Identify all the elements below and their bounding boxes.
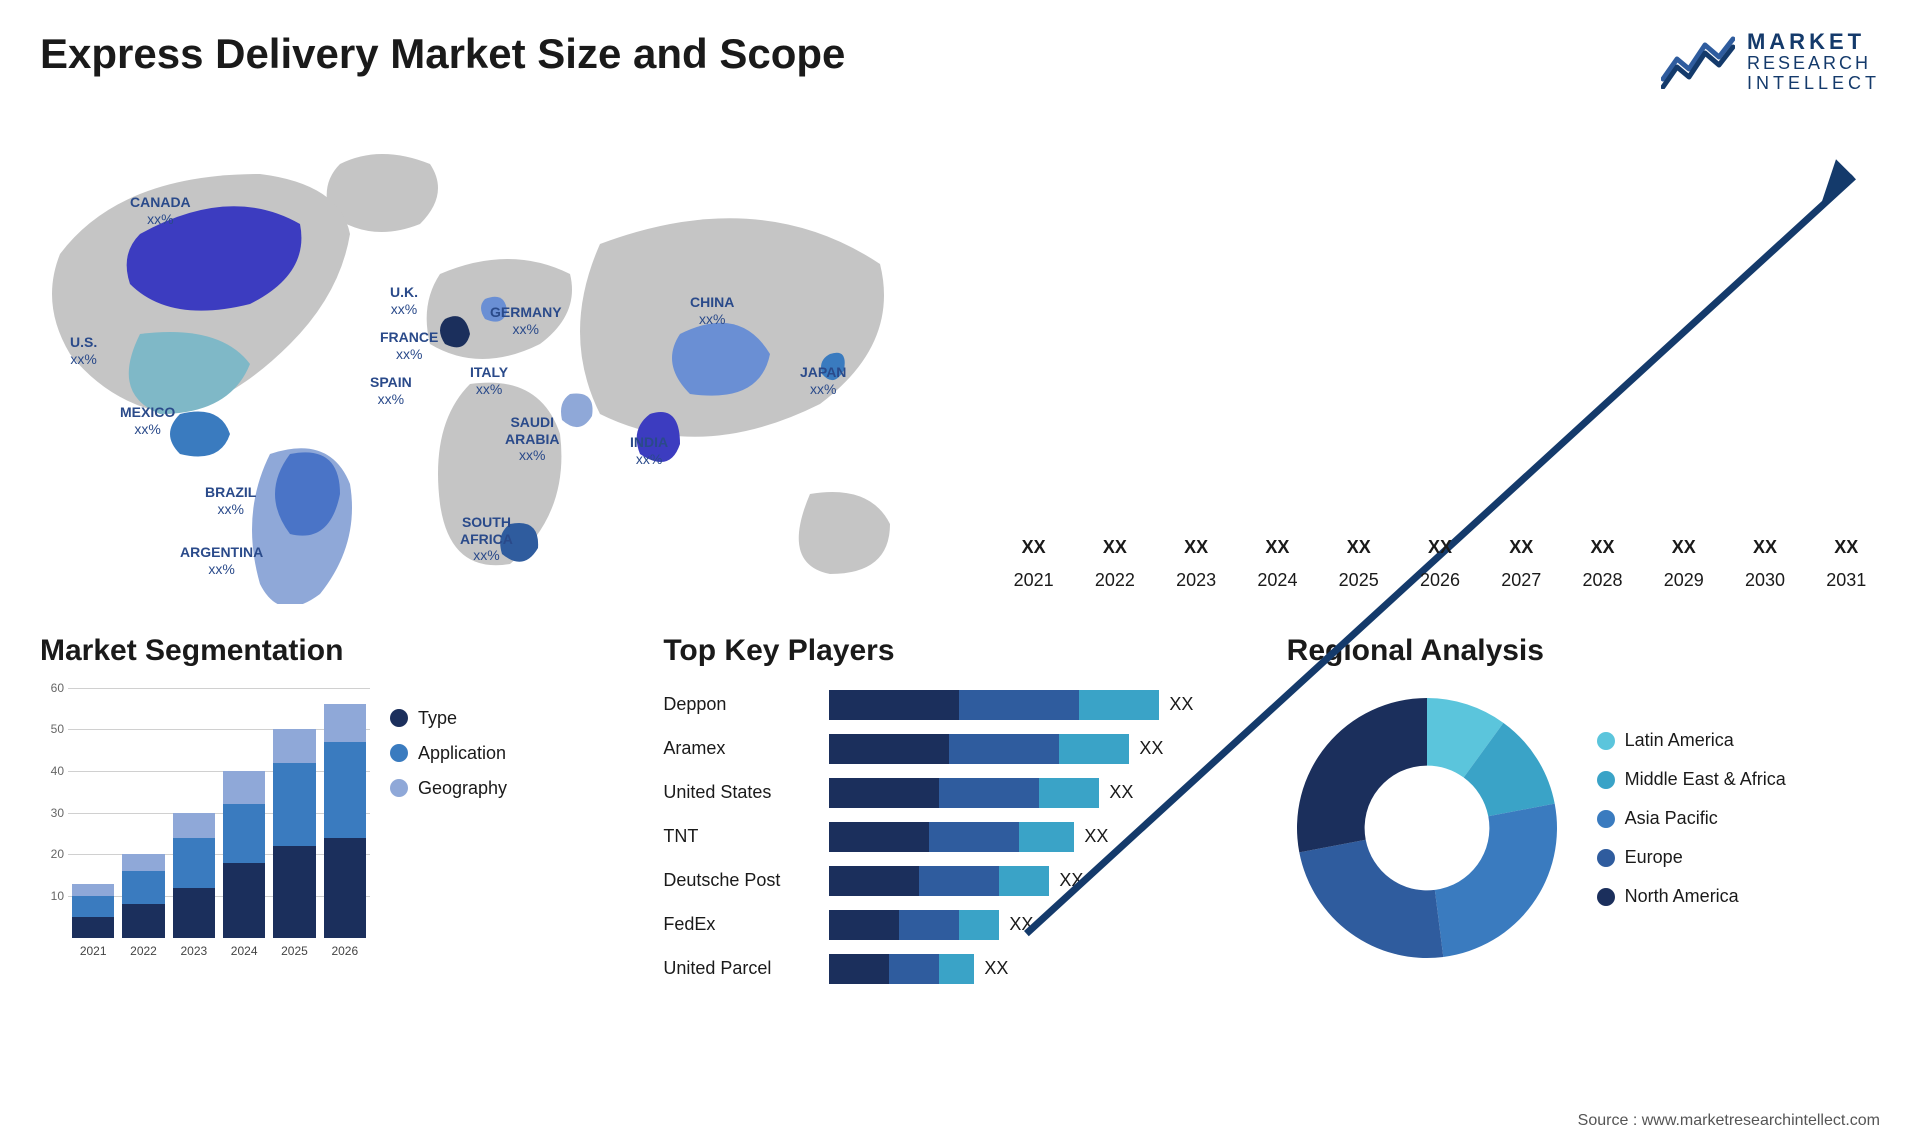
donut-slice — [1297, 698, 1427, 852]
map-label: BRAZILxx% — [205, 484, 256, 518]
legend-item: Geography — [390, 778, 633, 799]
key-player-bar: XX — [829, 688, 1256, 722]
regional-legend: Latin America Middle East & Africa Asia Pa… — [1597, 730, 1880, 925]
growth-bar: XX — [1569, 537, 1636, 564]
growth-year-label: 2023 — [1163, 564, 1230, 604]
logo-text-2: RESEARCH — [1747, 54, 1880, 74]
regional-donut — [1287, 688, 1567, 968]
key-player-label: United Parcel — [663, 952, 813, 986]
segmentation-bar — [273, 729, 315, 937]
growth-year-label: 2022 — [1081, 564, 1148, 604]
world-map: CANADAxx% U.S.xx% MEXICOxx% BRAZILxx% ARGENT… — [40, 124, 960, 604]
growth-bar: XX — [1731, 537, 1798, 564]
logo-text-1: MARKET — [1747, 30, 1880, 54]
map-label: INDIAxx% — [630, 434, 668, 468]
key-player-bar: XX — [829, 952, 1256, 986]
growth-bar: XX — [1163, 537, 1230, 564]
key-player-bar: XX — [829, 908, 1256, 942]
growth-year-label: 2030 — [1731, 564, 1798, 604]
segmentation-bar — [173, 813, 215, 938]
growth-chart: XX XX XX XX XX XX XX XX XX XX XX 2021 2022 2023 2024 2… — [1000, 124, 1880, 604]
growth-year-label: 2029 — [1650, 564, 1717, 604]
growth-bar: XX — [1488, 537, 1555, 564]
map-label: FRANCExx% — [380, 329, 438, 363]
key-player-bar: XX — [829, 820, 1256, 854]
regional-section: Regional Analysis Latin America Middle Ea… — [1287, 634, 1880, 986]
growth-bar: XX — [1406, 537, 1473, 564]
growth-year-label: 2027 — [1488, 564, 1555, 604]
brand-logo: MARKET RESEARCH INTELLECT — [1661, 30, 1880, 94]
legend-item: Application — [390, 743, 633, 764]
map-label: SAUDIARABIAxx% — [505, 414, 559, 464]
map-label: GERMANYxx% — [490, 304, 562, 338]
map-label: MEXICOxx% — [120, 404, 175, 438]
source-attribution: Source : www.marketresearchintellect.com — [1578, 1112, 1880, 1130]
logo-text-3: INTELLECT — [1747, 74, 1880, 94]
map-label: SPAINxx% — [370, 374, 412, 408]
map-label: CANADAxx% — [130, 194, 191, 228]
donut-slice — [1299, 839, 1443, 957]
growth-year-label: 2024 — [1244, 564, 1311, 604]
key-player-label: Deppon — [663, 688, 813, 722]
growth-bar: XX — [1650, 537, 1717, 564]
growth-bar: XX — [1000, 537, 1067, 564]
logo-icon — [1661, 35, 1735, 89]
segmentation-bar — [223, 771, 265, 938]
growth-year-label: 2028 — [1569, 564, 1636, 604]
map-label: U.K.xx% — [390, 284, 418, 318]
growth-year-label: 2021 — [1000, 564, 1067, 604]
legend-item: Europe — [1597, 847, 1880, 868]
page-title: Express Delivery Market Size and Scope — [40, 30, 845, 78]
key-player-label: TNT — [663, 820, 813, 854]
key-players-labels: Deppon Aramex United States TNT Deutsche Pos… — [663, 688, 813, 986]
key-players-bars: XX XX XX XX XX XX XX — [829, 688, 1256, 986]
segmentation-bar — [72, 884, 114, 938]
key-player-label: United States — [663, 776, 813, 810]
map-label: ITALYxx% — [470, 364, 508, 398]
regional-title: Regional Analysis — [1287, 634, 1880, 668]
map-label: JAPANxx% — [800, 364, 846, 398]
key-players-title: Top Key Players — [663, 634, 1256, 668]
legend-item: Asia Pacific — [1597, 808, 1880, 829]
growth-year-label: 2026 — [1406, 564, 1473, 604]
map-label: CHINAxx% — [690, 294, 734, 328]
segmentation-title: Market Segmentation — [40, 634, 633, 668]
key-player-bar: XX — [829, 864, 1256, 898]
segmentation-bar — [324, 704, 366, 937]
segmentation-bar — [122, 854, 164, 937]
legend-item: Latin America — [1597, 730, 1880, 751]
growth-bar: XX — [1325, 537, 1392, 564]
key-player-label: FedEx — [663, 908, 813, 942]
key-players-section: Top Key Players Deppon Aramex United State… — [663, 634, 1256, 986]
map-label: U.S.xx% — [70, 334, 97, 368]
legend-item: North America — [1597, 886, 1880, 907]
donut-slice — [1434, 803, 1556, 956]
key-player-bar: XX — [829, 776, 1256, 810]
growth-year-label: 2031 — [1813, 564, 1880, 604]
segmentation-section: Market Segmentation 102030405060 2021202… — [40, 634, 633, 986]
map-label: ARGENTINAxx% — [180, 544, 263, 578]
growth-bar: XX — [1244, 537, 1311, 564]
key-player-bar: XX — [829, 732, 1256, 766]
map-label: SOUTHAFRICAxx% — [460, 514, 513, 564]
key-player-label: Aramex — [663, 732, 813, 766]
growth-year-label: 2025 — [1325, 564, 1392, 604]
growth-bar: XX — [1081, 537, 1148, 564]
key-player-label: Deutsche Post — [663, 864, 813, 898]
legend-item: Type — [390, 708, 633, 729]
legend-item: Middle East & Africa — [1597, 769, 1880, 790]
segmentation-legend: Type Application Geography — [390, 688, 633, 968]
growth-bar: XX — [1813, 537, 1880, 564]
segmentation-chart: 102030405060 202120222023202420252026 — [40, 688, 370, 968]
